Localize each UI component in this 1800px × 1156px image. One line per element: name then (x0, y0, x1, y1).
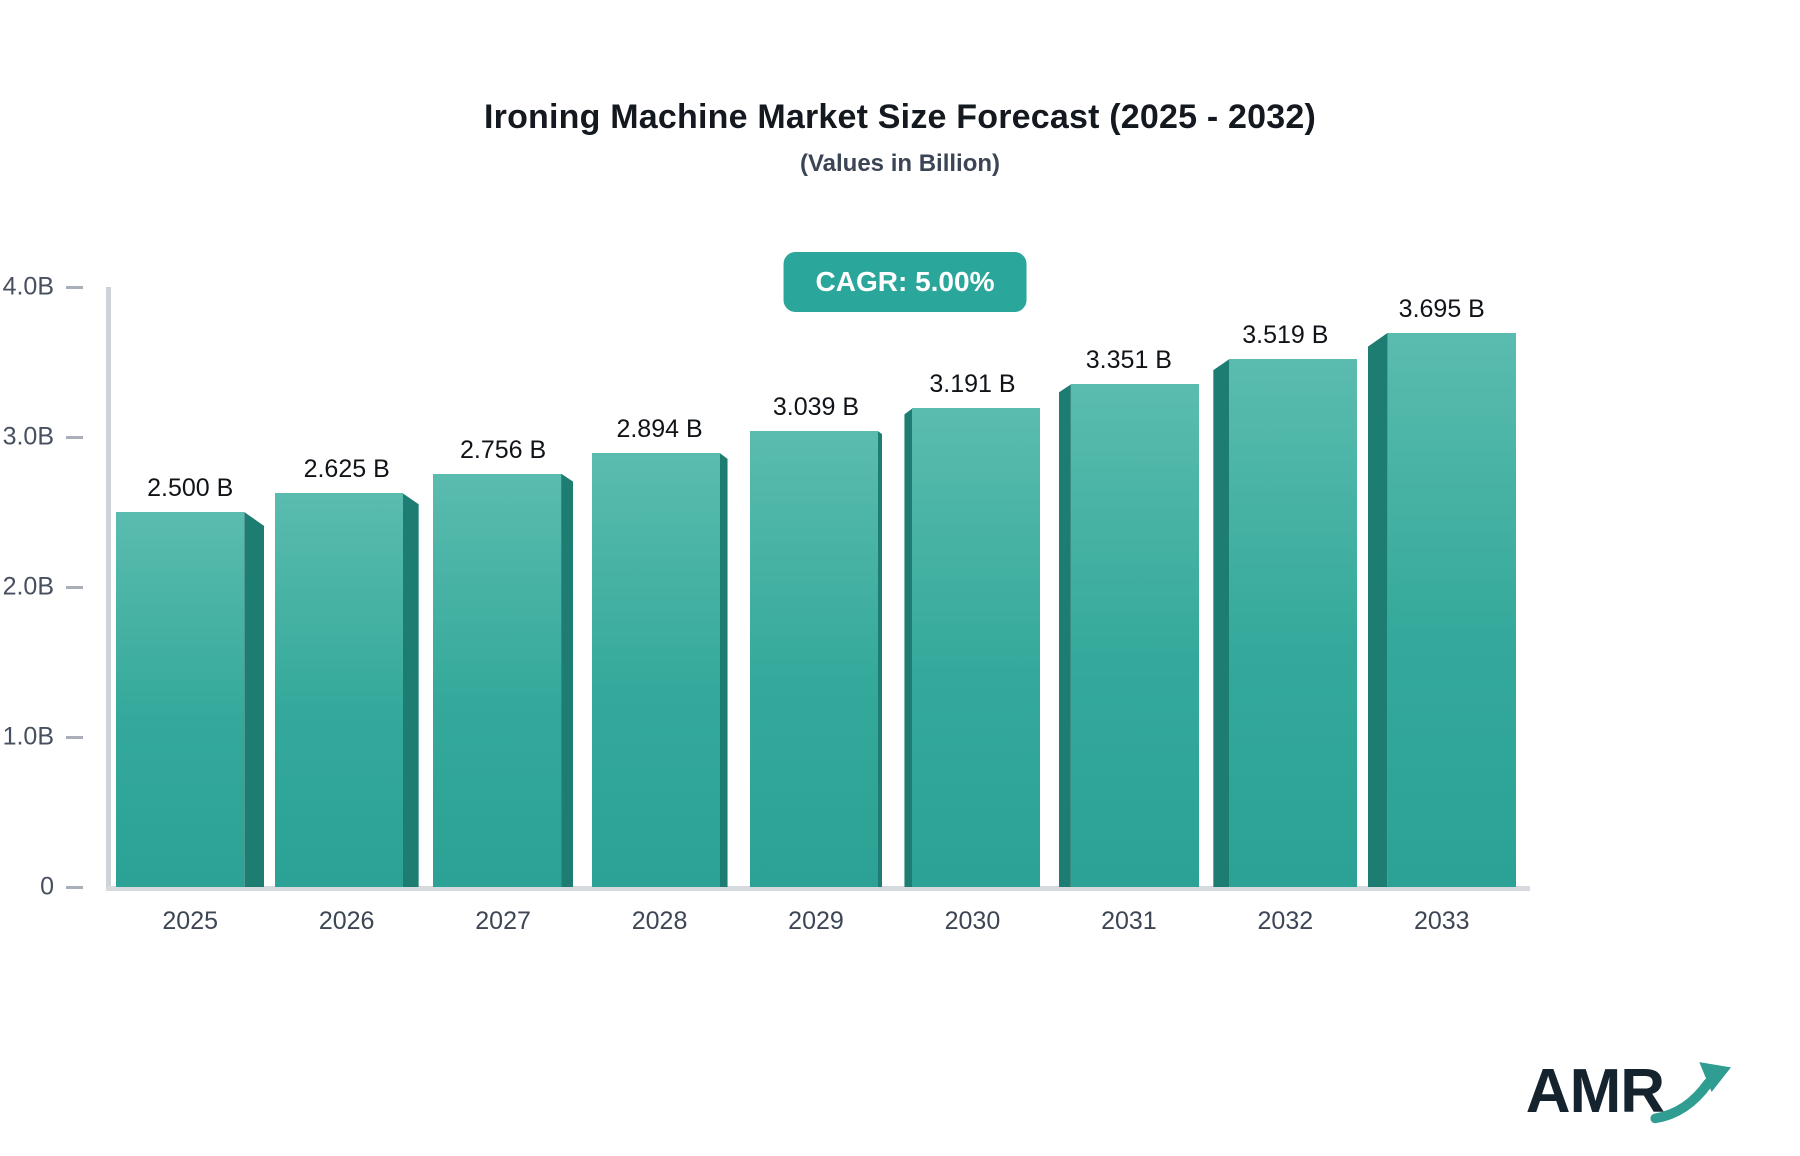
y-axis-line (106, 287, 111, 889)
x-axis-label: 2029 (788, 907, 844, 935)
bar-face (274, 493, 403, 887)
bar-face (1070, 384, 1199, 887)
x-axis-line (106, 886, 1530, 891)
bar-value-label: 3.519 B (1242, 321, 1329, 350)
bar-2032: 3.519 B (1207, 321, 1363, 887)
y-axis-tick (66, 435, 83, 439)
bar-value-label: 3.351 B (1085, 346, 1172, 375)
bar-2026: 2.625 B (268, 455, 424, 887)
bar-2033: 3.695 B (1364, 295, 1520, 887)
bar-value-label: 2.625 B (303, 455, 390, 484)
x-axis-label: 2025 (162, 907, 219, 935)
bar-value-label: 3.191 B (929, 370, 1016, 399)
bar-face (1229, 359, 1358, 887)
bar-2025: 2.500 B (112, 474, 268, 887)
y-axis-tick (66, 735, 83, 739)
bar-value-label: 3.695 B (1398, 294, 1485, 323)
x-axis-label: 2033 (1413, 907, 1470, 935)
bar-face (591, 452, 720, 887)
y-axis-tick-label: 0 (40, 872, 54, 901)
y-axis-tick (66, 885, 83, 889)
x-axis-label: 2027 (475, 907, 531, 935)
bar-face (433, 473, 562, 887)
growth-arrow-icon (1650, 1055, 1738, 1134)
x-axis-label: 2032 (1257, 907, 1314, 935)
bar-value-label: 3.039 B (772, 393, 860, 422)
amr-logo: AMR (1526, 1061, 1738, 1134)
bar-side-bevel (877, 431, 882, 887)
bar-2031: 3.351 B (1051, 346, 1207, 887)
y-axis-tick-label: 1.0B (2, 722, 54, 751)
x-axis-label: 2028 (631, 907, 688, 935)
bar-side-bevel (1367, 332, 1388, 887)
bar-2027: 2.756 B (425, 436, 581, 887)
bar-face (749, 431, 878, 887)
x-axis-label: 2030 (944, 907, 1001, 935)
bar-side-bevel (719, 452, 728, 887)
y-axis-tick-label: 2.0B (2, 572, 54, 601)
y-axis-tick (66, 585, 83, 589)
y-axis-tick (66, 285, 83, 289)
plot-area: 4.0B 3.0B 2.0B 1.0B 0 2.500 B 2.625 B 2.756 B 2… (3, 273, 1530, 935)
bar-side-bevel (904, 408, 913, 887)
chart-title: Ironing Machine Market Size Forecast (20… (484, 98, 1316, 136)
bar-2029: 3.039 B (738, 393, 894, 887)
y-axis-tick-label: 4.0B (2, 272, 54, 301)
bar-face (1387, 332, 1516, 887)
bar-side-bevel (1213, 359, 1230, 887)
bar-side-bevel (244, 512, 265, 887)
bar-value-label: 2.894 B (616, 414, 703, 443)
bar-face (116, 512, 245, 887)
bar-side-bevel (1058, 384, 1071, 887)
amr-logo-text: AMR (1525, 1057, 1665, 1126)
bar-value-label: 2.756 B (460, 435, 547, 464)
bar-2030: 3.191 B (894, 370, 1050, 887)
chart-subtitle: (Values in Billion) (799, 150, 1001, 177)
x-axis-label: 2031 (1101, 907, 1157, 935)
y-axis-tick-label: 3.0B (2, 422, 54, 451)
bar-2028: 2.894 B (581, 415, 737, 887)
cagr-badge: CAGR: 5.00% (783, 252, 1027, 312)
bar-value-label: 2.500 B (147, 474, 234, 502)
bar-side-bevel (402, 493, 419, 887)
bar-face (912, 408, 1041, 887)
bar-side-bevel (561, 473, 574, 887)
x-axis-label: 2026 (318, 907, 375, 935)
